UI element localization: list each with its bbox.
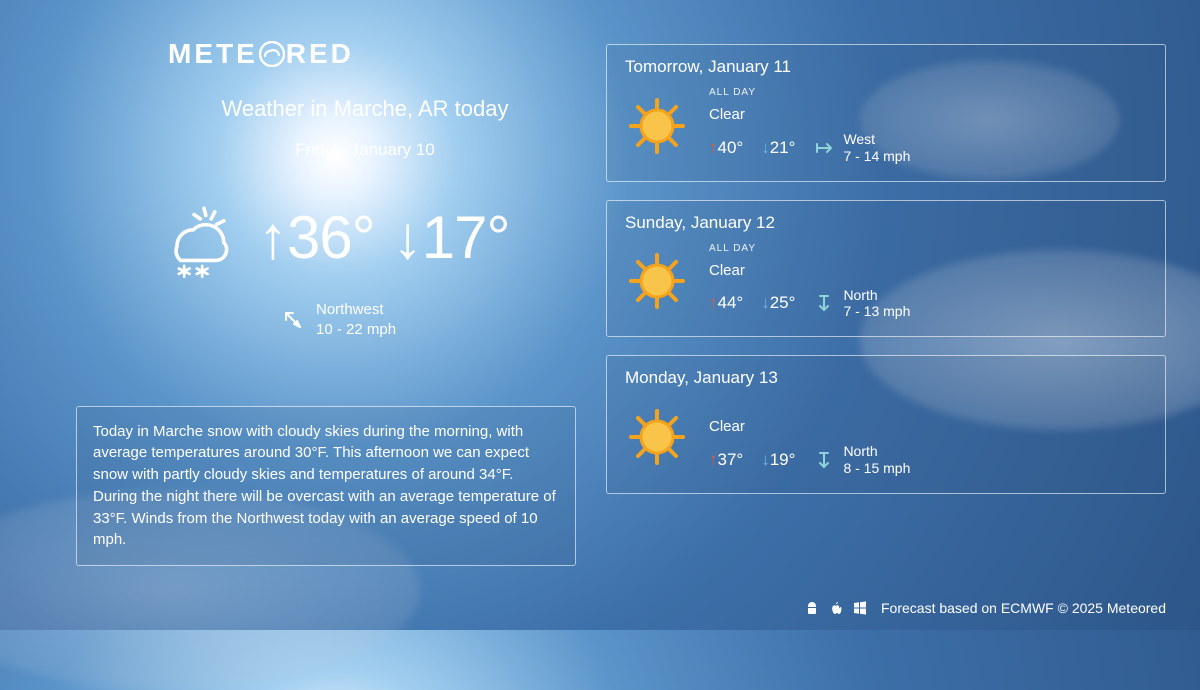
footer: Forecast based on ECMWF © 2025 Meteored	[805, 600, 1166, 616]
forecast-card[interactable]: Tomorrow, January 11 ALL DAY Clear ↑40° …	[606, 44, 1166, 182]
forecast-condition: Clear	[709, 262, 910, 279]
forecast-low: ↓19°	[761, 450, 795, 470]
brand-text-right: RED	[286, 38, 354, 70]
sun-icon	[625, 249, 689, 313]
forecast-low: ↓25°	[761, 293, 795, 313]
snow-cloud-icon	[150, 192, 240, 282]
allday-label: ALL DAY	[709, 87, 910, 98]
android-icon	[805, 601, 819, 615]
forecast-list: Tomorrow, January 11 ALL DAY Clear ↑40° …	[606, 44, 1166, 494]
forecast-date: Monday, January 13	[625, 368, 1147, 388]
forecast-wind: North 7 - 13 mph	[813, 287, 910, 321]
forecast-date: Sunday, January 12	[625, 213, 1147, 233]
today-panel: Weather in Marche, AR today Friday, Janu…	[150, 96, 580, 339]
today-description: Today in Marche snow with cloudy skies d…	[76, 406, 576, 567]
forecast-wind: North 8 - 15 mph	[813, 443, 910, 477]
footer-text: Forecast based on ECMWF © 2025 Meteored	[881, 600, 1166, 616]
forecast-low: ↓21°	[761, 138, 795, 158]
forecast-high: ↑44°	[709, 293, 743, 313]
wind-north-icon	[813, 292, 835, 314]
windows-icon	[853, 601, 867, 615]
forecast-card[interactable]: Sunday, January 12 ALL DAY Clear ↑44° ↓2…	[606, 200, 1166, 338]
today-date: Friday, January 10	[150, 140, 580, 160]
wind-north-icon	[813, 449, 835, 471]
forecast-condition: Clear	[709, 106, 910, 123]
forecast-date: Tomorrow, January 11	[625, 57, 1147, 77]
brand-logo: METE RED	[168, 38, 354, 70]
allday-label: ALL DAY	[709, 243, 910, 254]
wind-northwest-icon	[280, 307, 306, 333]
page-title: Weather in Marche, AR today	[150, 96, 580, 122]
today-wind: Northwest 10 - 22 mph	[280, 300, 580, 339]
today-temps: ↑36° ↓17°	[150, 192, 580, 282]
forecast-wind: West 7 - 14 mph	[813, 131, 910, 165]
allday-label	[709, 398, 910, 410]
brand-logo-icon	[259, 41, 285, 67]
brand-text-left: METE	[168, 38, 258, 70]
today-high: ↑36°	[258, 203, 375, 272]
forecast-high: ↑37°	[709, 450, 743, 470]
wind-direction: Northwest	[316, 300, 396, 320]
apple-icon	[829, 601, 843, 615]
sun-icon	[625, 94, 689, 158]
sun-icon	[625, 405, 689, 469]
forecast-condition: Clear	[709, 418, 910, 435]
today-low: ↓17°	[393, 203, 510, 272]
platform-icons	[805, 601, 867, 615]
wind-west-icon	[813, 137, 835, 159]
wind-speed: 10 - 22 mph	[316, 320, 396, 340]
forecast-card[interactable]: Monday, January 13 Clear ↑37° ↓19°	[606, 355, 1166, 494]
forecast-high: ↑40°	[709, 138, 743, 158]
